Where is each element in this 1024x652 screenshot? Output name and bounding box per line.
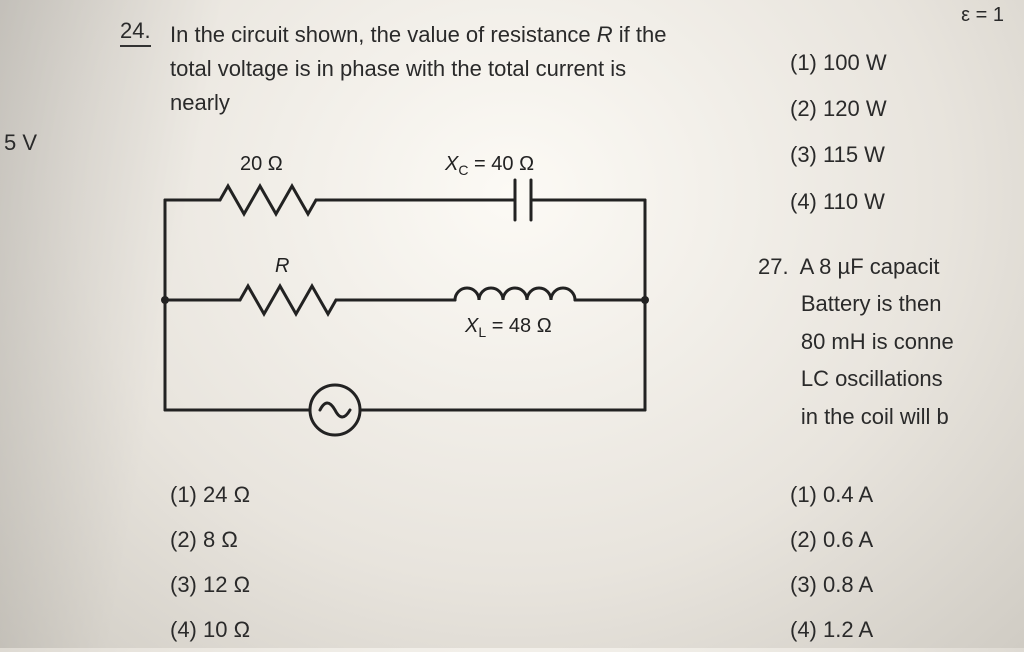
q27-number: 27. bbox=[758, 254, 789, 279]
power-options: (1) 100 W (2) 120 W (3) 115 W (4) 110 W bbox=[790, 40, 887, 225]
q24-opt-4: (4) 10 Ω bbox=[170, 607, 250, 652]
q24-opt-2: (2) 8 Ω bbox=[170, 517, 250, 562]
margin-5v: 5 V bbox=[4, 130, 37, 156]
q27-options: (1) 0.4 A (2) 0.6 A (3) 0.8 A (4) 1.2 A bbox=[790, 472, 873, 652]
q27-opt-2: (2) 0.6 A bbox=[790, 517, 873, 562]
q27-line5: in the coil will b bbox=[801, 404, 949, 429]
power-opt-2: (2) 120 W bbox=[790, 86, 887, 132]
q27-opt-3: (3) 0.8 A bbox=[790, 562, 873, 607]
q27-opt-4: (4) 1.2 A bbox=[790, 607, 873, 652]
q24-opt-3: (3) 12 Ω bbox=[170, 562, 250, 607]
q24-opt-1: (1) 24 Ω bbox=[170, 472, 250, 517]
label-20ohm: 20 Ω bbox=[240, 153, 283, 175]
circuit-diagram: 20 Ω XC = 40 Ω R XL = 48 Ω bbox=[145, 150, 665, 450]
q27-line3: 80 mH is conne bbox=[801, 329, 954, 354]
q24-number: 24. bbox=[120, 18, 151, 47]
q27-line1: A 8 µF capacit bbox=[800, 254, 940, 279]
label-xc: XC = 40 Ω bbox=[444, 153, 534, 178]
label-R: R bbox=[275, 255, 289, 277]
label-xl: XL = 48 Ω bbox=[464, 315, 552, 340]
q27-line4: LC oscillations bbox=[801, 366, 943, 391]
power-opt-3: (3) 115 W bbox=[790, 132, 887, 178]
power-opt-4: (4) 110 W bbox=[790, 179, 887, 225]
q24-options: (1) 24 Ω (2) 8 Ω (3) 12 Ω (4) 10 Ω bbox=[170, 472, 250, 652]
epsilon-note: ε = 1 bbox=[961, 4, 1004, 27]
q24-stem: In the circuit shown, the value of resis… bbox=[170, 18, 710, 120]
q27-block: 27. A 8 µF capacit 27. Battery is then 2… bbox=[758, 248, 1024, 435]
q27-opt-1: (1) 0.4 A bbox=[790, 472, 873, 517]
power-opt-1: (1) 100 W bbox=[790, 40, 887, 86]
q27-line2: Battery is then bbox=[801, 291, 942, 316]
